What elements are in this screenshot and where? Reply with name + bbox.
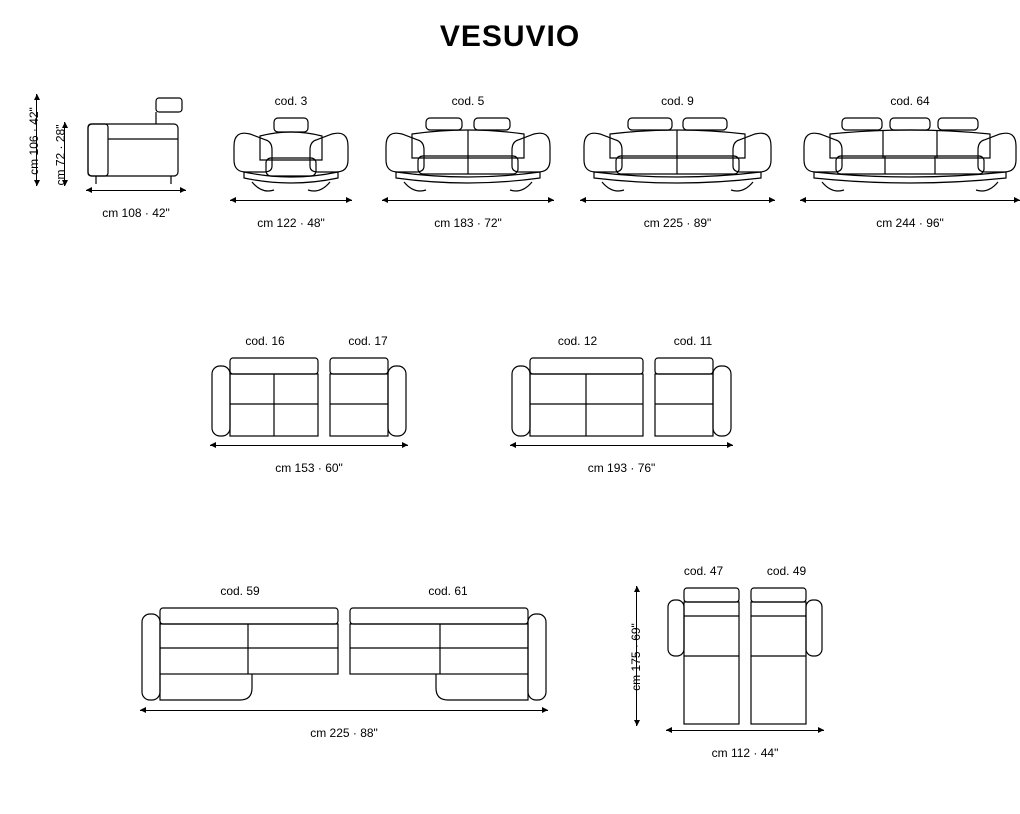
code-label: cod. 64	[800, 94, 1020, 108]
code-label: cod. 61	[348, 584, 548, 598]
width-label: cm 225 · 89"	[580, 216, 775, 230]
sofa-front-svg	[230, 116, 352, 196]
group-59-61: cod. 59 cod. 61	[140, 584, 548, 740]
dim-width	[230, 200, 352, 210]
group-16-17: cod. 16 cod. 17	[210, 334, 408, 475]
code-label: cod. 16	[210, 334, 320, 348]
row-front-views: cm 106 · 42" cm 72 · 28" cm 108 · 42"	[30, 94, 990, 274]
tall-top-svg	[666, 586, 741, 726]
code-label: cod. 11	[653, 334, 733, 348]
dim-width	[800, 200, 1020, 210]
front-cod9: cod. 9 cm 225 · 89"	[580, 94, 775, 230]
top-view-svg	[653, 356, 733, 441]
width-label: cm 153 · 60"	[210, 461, 408, 475]
code-label: cod. 49	[749, 564, 824, 578]
width-label: cm 244 · 96"	[800, 216, 1020, 230]
width-label: cm 183 · 72"	[382, 216, 554, 230]
width-label: cm 112 · 44"	[666, 746, 824, 760]
code-label: cod. 17	[328, 334, 408, 348]
dim-width	[382, 200, 554, 210]
tall-top-svg	[749, 586, 824, 726]
top-view-svg	[210, 356, 320, 441]
group-12-11: cod. 12 cod. 11	[510, 334, 733, 475]
code-label: cod. 12	[510, 334, 645, 348]
dim-width	[510, 445, 733, 455]
dim-width	[210, 445, 408, 455]
height1-label: cm 106 · 42"	[27, 107, 41, 175]
product-title: VESUVIO	[30, 20, 990, 54]
front-cod5: cod. 5 cm 183 · 72"	[382, 94, 554, 230]
height-label: cm 175 · 69"	[629, 623, 643, 691]
width-label: cm 225 · 88"	[140, 726, 548, 740]
code-label: cod. 9	[580, 94, 775, 108]
dim-side-width	[86, 190, 186, 200]
side-view-block: cm 106 · 42" cm 72 · 28" cm 108 · 42"	[30, 94, 186, 220]
width-label: cm 122 · 48"	[230, 216, 352, 230]
top-view-svg	[510, 356, 645, 441]
front-cod64: cod. 64 cm 244 · 96"	[800, 94, 1020, 230]
chaise-top-svg	[140, 606, 340, 706]
sofa-side-svg	[86, 94, 186, 186]
side-width-label: cm 108 · 42"	[86, 206, 186, 220]
width-label: cm 193 · 76"	[510, 461, 733, 475]
sofa-front-svg	[800, 116, 1020, 196]
front-cod3: cod. 3 cm 122 · 48"	[230, 94, 352, 230]
top-view-svg	[328, 356, 408, 441]
sofa-front-svg	[382, 116, 554, 196]
row-top-views: cod. 16 cod. 17	[30, 334, 990, 504]
dim-width	[140, 710, 548, 720]
group-47-49: cm 175 · 69" cod. 47 c	[630, 564, 824, 760]
dim-width	[580, 200, 775, 210]
sofa-front-svg	[580, 116, 775, 196]
code-label: cod. 47	[666, 564, 741, 578]
code-label: cod. 59	[140, 584, 340, 598]
chaise-top-svg	[348, 606, 548, 706]
row-bottom: cod. 59 cod. 61	[30, 564, 990, 764]
code-label: cod. 5	[382, 94, 554, 108]
height2-label: cm 72 · 28"	[53, 125, 67, 186]
code-label: cod. 3	[230, 94, 352, 108]
dim-width	[666, 730, 824, 740]
